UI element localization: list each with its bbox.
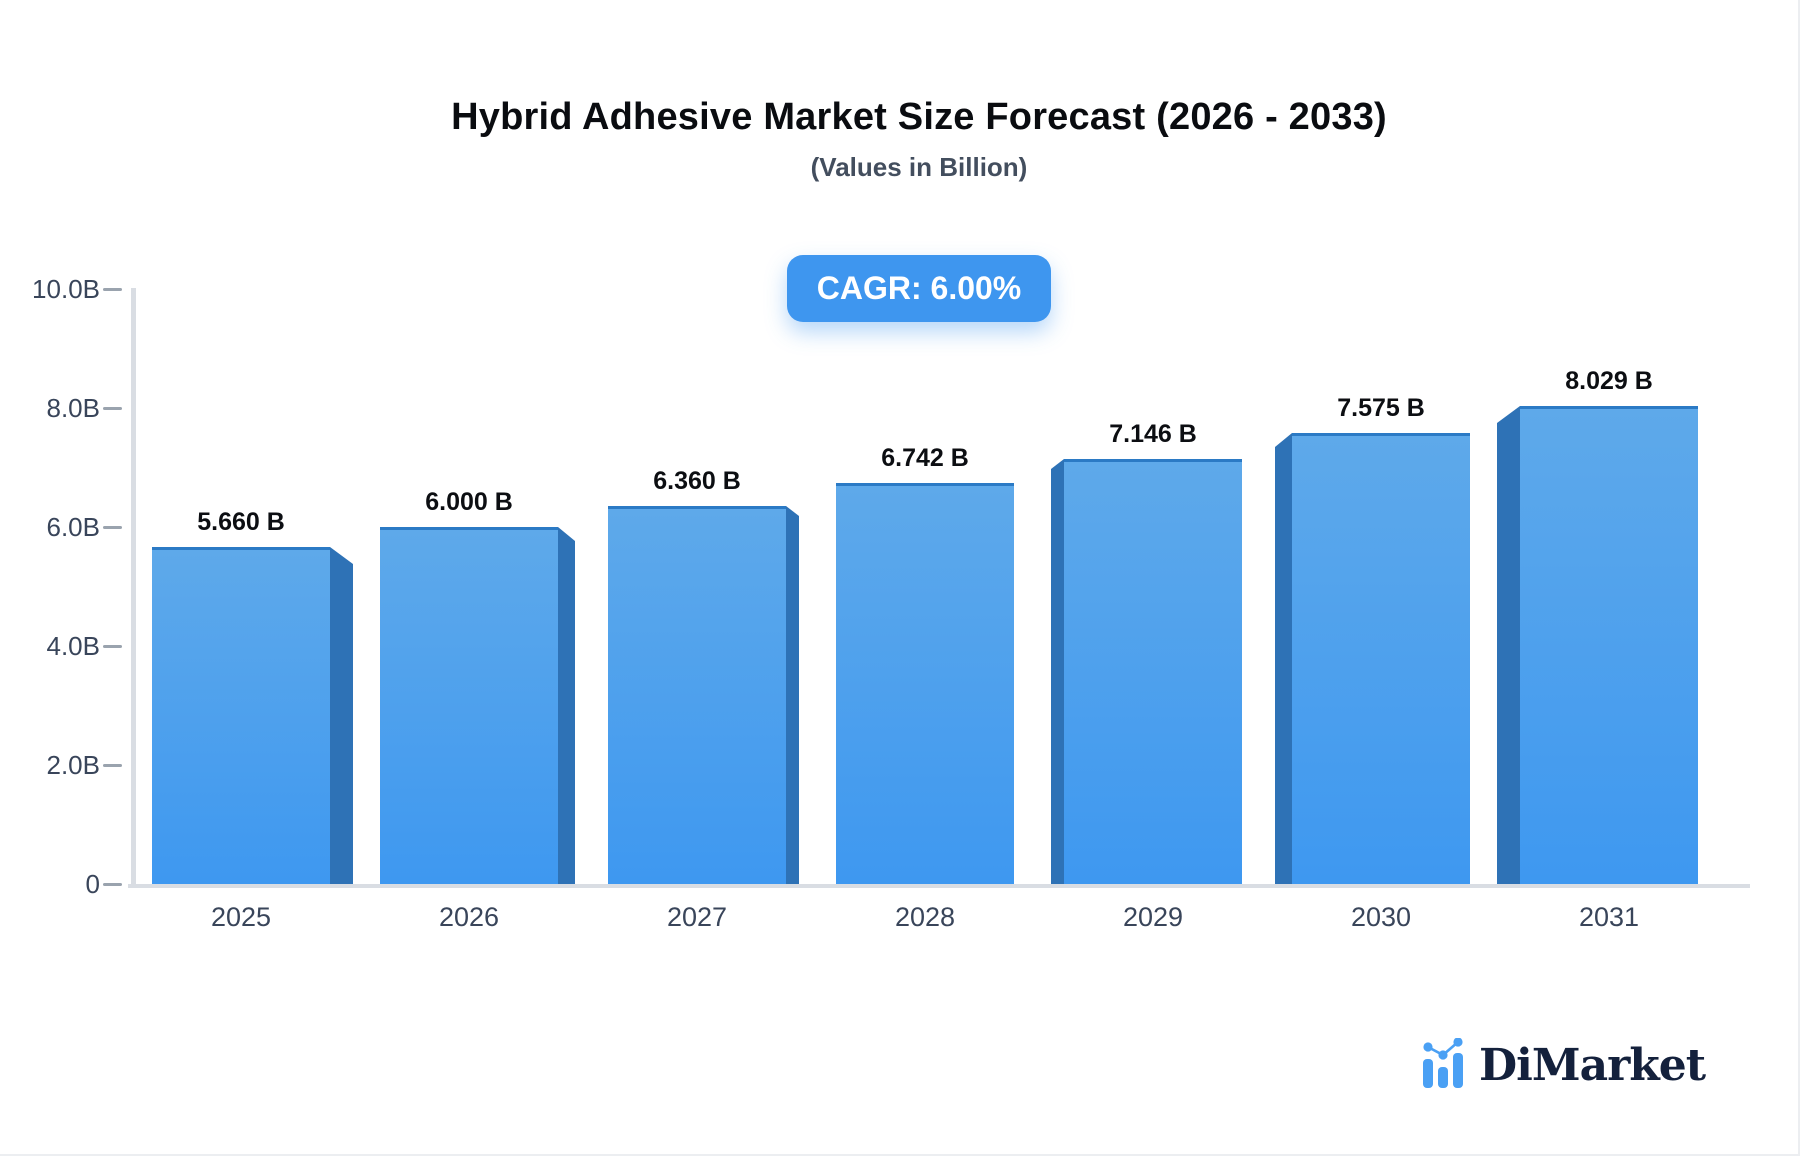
y-axis-tick-mark [103,764,122,767]
bar-side-3d [1275,433,1292,884]
y-axis-tick-mark [103,883,122,886]
y-axis-tick-mark [103,645,122,648]
bar-value-label: 6.742 B [881,444,969,472]
x-axis-category-label: 2029 [1122,902,1184,932]
x-axis-category-label: 2027 [666,902,728,932]
bar-2028[interactable] [836,483,1014,884]
x-axis-category-label: 2025 [210,902,272,932]
y-axis-tick-label: 4.0B [46,631,101,661]
y-axis-tick-label: 8.0B [46,393,101,423]
y-axis-tick-label: 6.0B [46,512,101,542]
cagr-badge: CAGR: 6.00% [786,255,1052,322]
bar-2027[interactable] [608,506,786,884]
bar-side-3d [1051,459,1064,884]
logo-brand-text: DiMarket [1479,1040,1706,1091]
dimarket-logo[interactable]: DiMarket [1422,1038,1706,1091]
bar-value-label: 7.146 B [1109,420,1197,448]
bar-value-label: 7.575 B [1337,394,1425,422]
bar-value-label: 6.360 B [653,467,741,495]
chart-header: Hybrid Adhesive Market Size Forecast (20… [40,96,1798,322]
bar-2029[interactable] [1064,459,1242,884]
y-axis-tick-mark [103,526,122,529]
y-axis-line [131,288,136,888]
chart-title: Hybrid Adhesive Market Size Forecast (20… [451,96,1387,138]
bar-value-label: 8.029 B [1565,367,1653,395]
x-axis-category-label: 2031 [1578,902,1640,932]
y-axis-tick-mark [103,288,122,291]
bar-2026[interactable] [380,527,558,884]
y-axis-tick-label: 0 [85,869,100,899]
bar-2031[interactable] [1520,406,1698,884]
bar-side-3d [558,527,575,884]
bar-side-3d [786,506,799,884]
x-axis-category-label: 2028 [894,902,956,932]
bar-line-chart-logo-icon [1423,1038,1463,1088]
y-axis-tick-label: 10.0B [32,274,100,304]
y-axis-tick-mark [103,407,122,410]
bar-side-3d [1497,406,1520,884]
bar-value-label: 6.000 B [425,488,513,516]
x-axis-category-label: 2026 [438,902,500,932]
x-axis-line [128,884,1750,888]
chart-subtitle: (Values in Billion) [810,152,1028,182]
bar-side-3d [330,547,353,884]
bar-value-label: 5.660 B [197,508,285,536]
y-axis-tick-label: 2.0B [46,750,101,780]
bar-2025[interactable] [152,547,330,884]
x-axis-category-label: 2030 [1350,902,1412,932]
bar-2030[interactable] [1292,433,1470,884]
